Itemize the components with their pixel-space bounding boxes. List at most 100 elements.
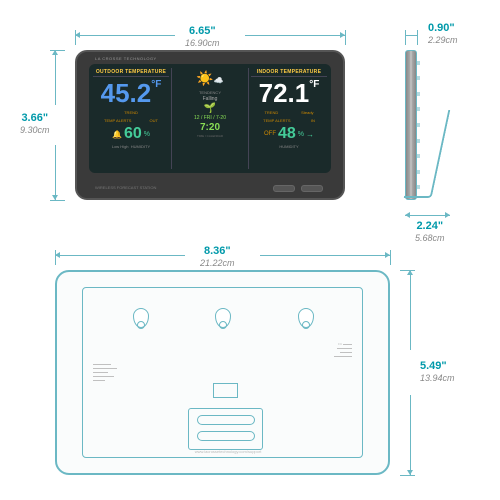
indoor-alerts: TEMP ALERTS IN — [251, 117, 327, 124]
outdoor-panel: OUTDOOR TEMPERATURE 45.2°F TREND TEMP AL… — [93, 68, 169, 169]
dim-tick — [50, 200, 65, 201]
humidity-word: HUMIDITY — [131, 144, 150, 149]
dim-inches: 0.90" — [428, 22, 458, 35]
dim-line-back-width-l — [55, 255, 185, 256]
dim-tick — [417, 30, 418, 45]
dim-cm: 16.90cm — [185, 38, 220, 49]
dim-line-back-width-r — [260, 255, 390, 256]
dim-line-back-height-b — [410, 395, 411, 475]
dim-line-back-height-t — [410, 270, 411, 350]
model-label: WIRELESS FORECAST STATION — [95, 185, 156, 190]
outdoor-humidity-label: Low High HUMIDITY — [93, 144, 169, 149]
battery-compartment — [188, 408, 263, 450]
outdoor-humidity-value: 60 — [124, 125, 142, 143]
outdoor-temp-value: 45.2 — [101, 78, 152, 108]
mount-hole — [298, 308, 314, 328]
dim-tick — [400, 270, 415, 271]
forecast-icon: ☀️☁️ — [172, 68, 248, 89]
outdoor-temp-unit: °F — [151, 79, 161, 90]
front-view: LA CROSSE TECHNOLOGY OUTDOOR TEMPERATURE… — [75, 50, 345, 200]
side-button[interactable] — [417, 76, 420, 80]
indoor-header: INDOOR TEMPERATURE — [251, 68, 327, 77]
side-button[interactable] — [417, 107, 420, 111]
outdoor-header: OUTDOOR TEMPERATURE — [93, 68, 169, 77]
dim-tick — [390, 250, 391, 265]
front-button-1[interactable] — [273, 185, 295, 192]
dim-back-width: 8.36" 21.22cm — [200, 245, 235, 269]
dim-tick — [55, 250, 56, 265]
back-url-text: www.lacrossetechnology.com/support — [158, 449, 298, 454]
pct-icon: % — [144, 131, 150, 138]
dim-back-height: 5.49" 13.94cm — [420, 360, 455, 384]
in-label: IN — [311, 118, 315, 123]
seasonal-icon: 🌱 — [172, 103, 248, 114]
dim-cm: 5.68cm — [415, 233, 445, 244]
tendency-label: TENDENCY — [172, 90, 248, 95]
dim-inches: 3.66" — [20, 112, 50, 125]
dim-line-side-base — [405, 215, 450, 216]
outdoor-humidity: 🔔 60 % — [93, 125, 169, 143]
indoor-sub: TREND Steady — [251, 109, 327, 116]
dim-cm: 21.22cm — [200, 258, 235, 269]
indoor-humidity-value: 48 — [278, 125, 296, 143]
indoor-panel: INDOOR TEMPERATURE 72.1°F TREND Steady T… — [251, 68, 327, 169]
side-button[interactable] — [417, 92, 420, 96]
dim-cm: 2.29cm — [428, 35, 458, 46]
mount-hole — [215, 308, 231, 328]
timecal-label: TIME / CALENDAR — [172, 134, 248, 138]
dim-line-front-width-r — [245, 35, 345, 36]
pct-icon: % — [298, 131, 304, 138]
trend-arrow-icon: → — [306, 130, 314, 139]
dim-front-height: 3.66" 9.30cm — [20, 112, 50, 136]
dim-cm: 13.94cm — [420, 373, 455, 384]
front-button-2[interactable] — [301, 185, 323, 192]
indoor-humidity-label: HUMIDITY — [251, 144, 327, 149]
outdoor-temp: 45.2°F — [93, 78, 169, 108]
outdoor-sub: TREND — [93, 109, 169, 116]
falling-label: Falling — [172, 96, 248, 102]
dim-inches: 6.65" — [185, 25, 220, 38]
dim-line-front-height-t — [55, 50, 56, 105]
indoor-humidity: OFF 48 % → — [251, 125, 327, 143]
steady-label: Steady — [301, 110, 313, 115]
back-info-text: ▬▬▬▬▬▬▬▬▬▬▬▬▬▬▬▬▬▬▬▬▬▬▬▬▬▬▬▬▬▬ — [93, 363, 183, 382]
dim-line-front-width-l — [75, 35, 175, 36]
side-view — [395, 50, 450, 200]
side-button[interactable] — [417, 61, 420, 65]
alert-label: TEMP ALERTS — [104, 118, 131, 123]
dim-inches: 8.36" — [200, 245, 235, 258]
dim-line-side-depth — [405, 35, 417, 36]
brand-label: LA CROSSE TECHNOLOGY — [95, 56, 157, 61]
dim-tick — [75, 30, 76, 45]
back-fcc-text: FC ▬▬▬▬▬▬▬▬▬▬▬▬▬▬▬▬▬▬ — [282, 343, 352, 359]
dim-cm: 9.30cm — [20, 125, 50, 136]
arrow — [445, 212, 450, 218]
dim-inches: 2.24" — [415, 220, 445, 233]
center-panel: ☀️☁️ TENDENCY Falling 🌱 12 / FRI / 7-20 … — [171, 68, 249, 169]
out-label: OUT — [150, 118, 158, 123]
mount-hole — [133, 308, 149, 328]
lcd-screen: OUTDOOR TEMPERATURE 45.2°F TREND TEMP AL… — [89, 64, 331, 173]
back-view: ▬▬▬▬▬▬▬▬▬▬▬▬▬▬▬▬▬▬▬▬▬▬▬▬▬▬▬▬▬▬ FC ▬▬▬▬▬▬… — [55, 270, 390, 475]
dim-tick — [400, 475, 415, 476]
battery-slot — [197, 415, 255, 425]
dim-side-depth: 0.90" 2.29cm — [428, 22, 458, 46]
arrow — [405, 212, 410, 218]
front-buttons — [273, 185, 323, 192]
indoor-temp: 72.1°F — [251, 78, 327, 108]
time-display: 7:20 — [172, 122, 248, 133]
dim-side-base: 2.24" 5.68cm — [415, 220, 445, 244]
dim-tick — [345, 30, 346, 45]
outdoor-alerts: TEMP ALERTS OUT — [93, 117, 169, 124]
trend-label: TREND — [124, 110, 138, 115]
back-panel: ▬▬▬▬▬▬▬▬▬▬▬▬▬▬▬▬▬▬▬▬▬▬▬▬▬▬▬▬▬▬ FC ▬▬▬▬▬▬… — [82, 287, 363, 458]
off-label: OFF — [264, 131, 276, 137]
dim-tick — [405, 30, 406, 45]
dim-tick — [50, 50, 65, 51]
indoor-temp-value: 72.1 — [259, 78, 310, 108]
date-display: 12 / FRI / 7-20 — [172, 115, 248, 121]
dim-front-width: 6.65" 16.90cm — [185, 25, 220, 49]
indoor-temp-unit: °F — [309, 79, 319, 90]
dim-line-front-height-b — [55, 145, 56, 200]
lowhigh-label: Low High — [112, 144, 129, 149]
